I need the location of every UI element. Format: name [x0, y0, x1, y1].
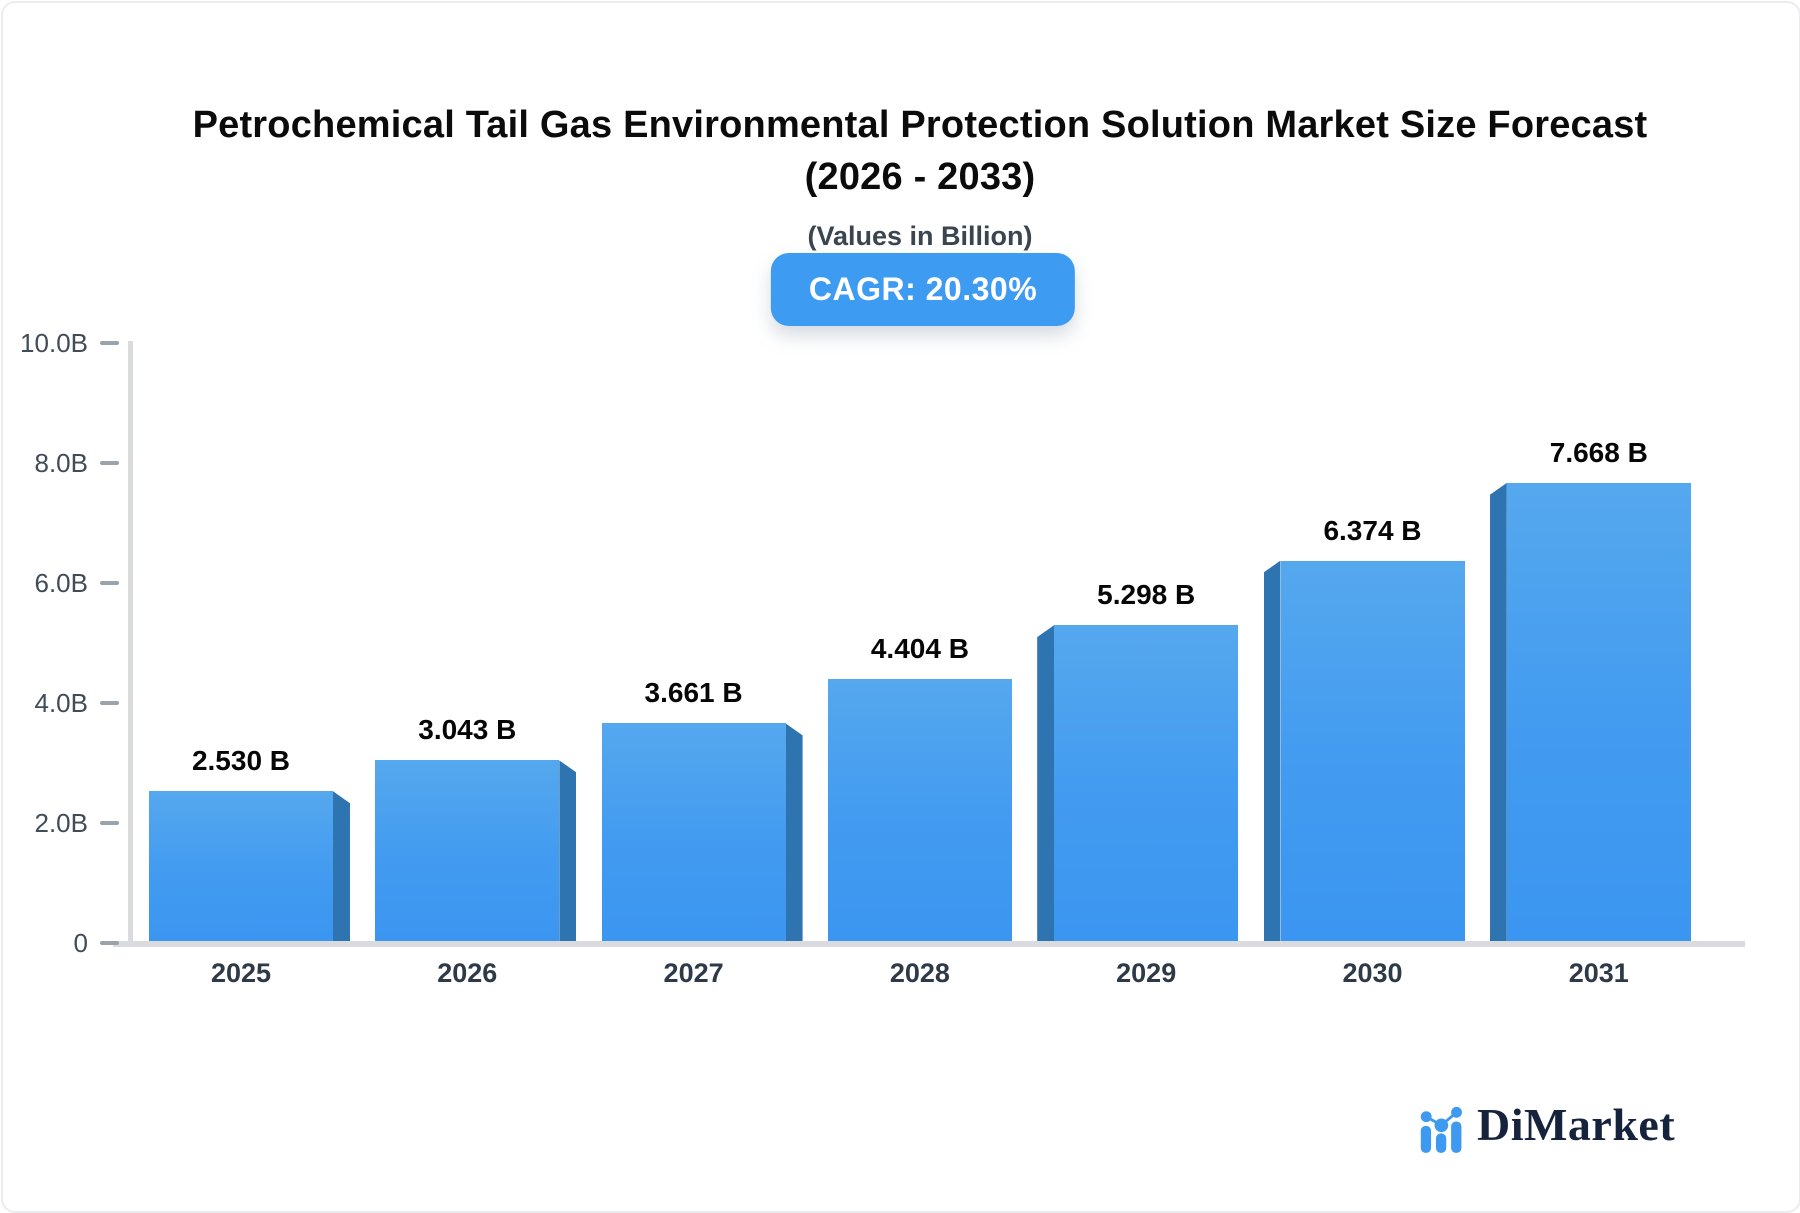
bar [601, 723, 786, 941]
y-axis-tick-label: 4.0B [34, 688, 89, 718]
x-axis-label: 2025 [210, 958, 272, 988]
bar-value-label: 5.298 B [1097, 579, 1196, 611]
bar-3d-side [559, 760, 577, 941]
bar-value-label: 6.374 B [1323, 514, 1422, 546]
x-axis-label: 2026 [437, 958, 498, 988]
y-axis-tick-label: 6.0B [34, 568, 89, 598]
x-axis-label: 2031 [1568, 958, 1629, 988]
bar-value-label: 4.404 B [870, 632, 969, 664]
bar-value-label: 7.668 B [1549, 436, 1648, 468]
x-axis-label: 2028 [889, 958, 950, 988]
bar [1054, 625, 1239, 941]
y-axis-tick-label: 10.0B [20, 328, 88, 358]
y-axis-tick-dash [100, 821, 119, 825]
bar [1280, 560, 1465, 941]
y-axis-tick-dash [100, 941, 119, 945]
y-axis-tick-dash [100, 461, 119, 465]
bar-value-label: 3.661 B [644, 677, 743, 709]
y-axis-tick-label: 8.0B [34, 448, 89, 478]
x-axis-label: 2027 [663, 958, 724, 988]
brand-name: DiMarket [1477, 1099, 1676, 1150]
chart-title-line1: Petrochemical Tail Gas Environmental Pro… [192, 104, 1648, 146]
brand-logo: DiMarket [1419, 1098, 1709, 1160]
chart-subtitle: (Values in Billion) [807, 221, 1033, 251]
y-axis-tick-dash [100, 581, 119, 585]
bar [827, 678, 1012, 941]
bar-3d-side [333, 791, 350, 941]
y-axis-tick-dash [100, 341, 119, 345]
bar [1506, 482, 1691, 941]
bar-3d-side [1489, 482, 1507, 941]
chart-title-line2: (2026 - 2033) [804, 156, 1036, 198]
x-axis-line [113, 941, 1745, 947]
bar [375, 760, 560, 941]
y-axis-tick-label: 2.0B [34, 808, 89, 838]
x-axis-label: 2030 [1342, 958, 1403, 988]
y-axis-tick-label: 0 [73, 928, 88, 958]
bar-3d-side [785, 723, 803, 941]
bar-3d-side [1263, 560, 1281, 941]
y-axis-line [128, 341, 133, 943]
cagr-badge: CAGR: 20.30% [770, 253, 1076, 326]
y-axis-tick-dash [100, 701, 119, 705]
bar-value-label: 3.043 B [418, 714, 517, 746]
x-axis-label: 2029 [1116, 958, 1177, 988]
mini-bar-chart-icon [1420, 1106, 1462, 1153]
bar-3d-side [1037, 625, 1055, 941]
bar [149, 791, 333, 941]
bar-value-label: 2.530 B [191, 745, 291, 777]
